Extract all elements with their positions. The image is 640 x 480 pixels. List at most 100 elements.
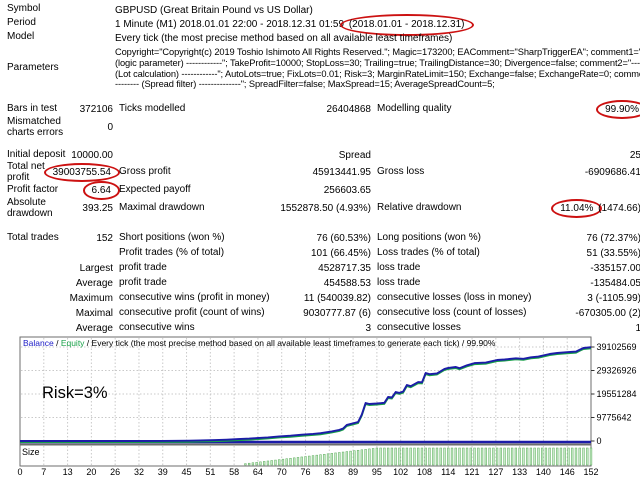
- stat-cell: profit trade 4528717.35: [119, 261, 371, 276]
- model-value: Every tick (the most precise method base…: [115, 33, 453, 44]
- stat-row: Initial deposit 10000.00 Spread 25: [0, 148, 640, 162]
- size-bar: [518, 447, 521, 466]
- stat-label: Ticks modelled: [119, 103, 186, 115]
- stat-label: loss trade: [377, 262, 421, 274]
- stat-label: Short positions (won %): [119, 232, 225, 244]
- stat-row: Absolute drawdown 393.25 Maximal drawdown 1…: [0, 197, 640, 219]
- size-bar: [323, 454, 326, 466]
- size-bar: [353, 450, 356, 466]
- size-bar: [398, 447, 401, 466]
- stat-cell: Gross profit 45913441.95: [119, 162, 371, 183]
- stat-label: Bars in test: [7, 103, 58, 115]
- size-bar: [450, 447, 454, 466]
- size-bar: [510, 447, 514, 466]
- size-bar: [458, 447, 461, 466]
- size-bar: [349, 451, 352, 466]
- size-bar: [589, 447, 593, 466]
- stat-label: Total net profit: [7, 161, 45, 183]
- x-axis-label: 95: [372, 467, 382, 477]
- parameters-line: (Lot calculation) ------------"; AutoLot…: [115, 68, 640, 79]
- stat-row: Profit trades (% of total) 101 (66.45%) Lo…: [0, 246, 640, 261]
- stat-row: Average profit trade 454588.53 loss trade -1…: [0, 276, 640, 291]
- stat-cell: Average: [7, 276, 113, 291]
- stat-cell: consecutive wins 3: [119, 321, 371, 336]
- stat-value: 26404868: [326, 104, 372, 116]
- stat-row: Profit factor 6.64 Expected payoff 256603.6…: [0, 181, 640, 201]
- stat-cell: consecutive losses 1: [377, 321, 640, 336]
- parameters-line: Copyright="Copyright(c) 2019 Toshio Ishi…: [115, 47, 640, 57]
- stat-cell: 25: [377, 148, 640, 162]
- size-bar: [266, 460, 270, 466]
- stat-label: loss trade: [377, 277, 421, 289]
- size-bar: [507, 447, 510, 466]
- stat-value: 4528717.35: [318, 263, 371, 275]
- stat-cell: Average: [7, 321, 113, 336]
- size-bar: [522, 447, 525, 466]
- stat-row: Maximum consecutive wins (profit in money…: [0, 291, 640, 306]
- size-bar: [281, 459, 285, 466]
- size-bar: [462, 447, 465, 466]
- stat-value: Maximal: [75, 308, 113, 320]
- stat-label: Gross loss: [377, 166, 425, 178]
- x-axis-label: 70: [277, 467, 287, 477]
- stat-cell: Expected payoff 256603.65: [119, 183, 371, 198]
- x-axis-label: 58: [229, 467, 239, 477]
- stat-row: Bars in test 372106 Ticks modelled 26404868…: [0, 100, 640, 120]
- size-bar: [480, 447, 484, 466]
- stat-cell: Initial deposit 10000.00: [7, 148, 113, 162]
- stat-cell: Ticks modelled 26404868: [119, 102, 371, 117]
- stat-cell: consecutive profit (count of wins) 903077…: [119, 306, 371, 321]
- x-axis-label: 152: [583, 467, 598, 477]
- x-axis-label: 121: [465, 467, 480, 477]
- size-bar: [469, 447, 472, 466]
- x-axis-label: 102: [393, 467, 408, 477]
- parameters-line: -------- (Spread filter) --------------"…: [115, 79, 495, 90]
- x-axis-label: 45: [182, 467, 192, 477]
- size-bar: [499, 447, 502, 466]
- stat-value: 99.90%: [596, 100, 640, 120]
- stat-value: 25: [629, 149, 640, 161]
- stat-label: Absolute drawdown: [7, 197, 53, 219]
- size-bar: [394, 447, 397, 466]
- stat-label: consecutive wins (profit in money): [119, 292, 270, 304]
- size-bar: [574, 447, 578, 466]
- stat-label: consecutive wins: [119, 322, 195, 334]
- stat-value: 393.25: [82, 203, 113, 215]
- size-bar: [454, 447, 457, 466]
- size-bar: [544, 447, 548, 466]
- stat-value: 76 (72.37%): [586, 233, 640, 245]
- stat-value: 1552878.50 (4.93%): [280, 203, 371, 215]
- x-axis-label: 133: [512, 467, 527, 477]
- stat-value: 3 (-1105.99): [587, 293, 640, 305]
- x-axis-label: 146: [560, 467, 575, 477]
- stat-label: consecutive profit (count of wins): [119, 307, 265, 319]
- y-axis-label: 0: [597, 436, 602, 446]
- stat-label: Profit trades (% of total): [119, 247, 225, 259]
- size-bar: [439, 447, 442, 466]
- stat-value: 9030777.87 (6): [303, 308, 371, 320]
- symbol-label: Symbol: [7, 3, 41, 14]
- stat-label: consecutive losses: [377, 322, 461, 334]
- x-axis-label: 7: [41, 467, 46, 477]
- size-bar: [492, 447, 495, 466]
- size-bar: [417, 447, 420, 466]
- period-value: 1 Minute (M1) 2018.01.01 22:00 - 2018.12…: [115, 14, 640, 36]
- stat-value: 454588.53: [323, 278, 371, 290]
- size-bar: [552, 447, 555, 466]
- size-bar: [390, 447, 394, 466]
- size-bar: [548, 447, 551, 466]
- x-axis-label: 0: [17, 467, 22, 477]
- size-bar: [251, 462, 255, 466]
- stat-value: 3: [365, 323, 371, 335]
- stat-cell: Total trades 152: [7, 231, 113, 246]
- size-bar: [341, 451, 345, 466]
- stat-row: Maximal consecutive profit (count of wins…: [0, 306, 640, 321]
- size-bar: [571, 447, 574, 466]
- size-bar: [383, 447, 386, 466]
- stat-value: -335157.00: [590, 263, 640, 275]
- size-bar: [533, 447, 536, 466]
- size-bar: [315, 455, 318, 466]
- stat-row: Mismatched charts errors 0: [0, 116, 640, 138]
- stat-label: consecutive loss (count of losses): [377, 307, 527, 319]
- size-bar: [420, 447, 424, 466]
